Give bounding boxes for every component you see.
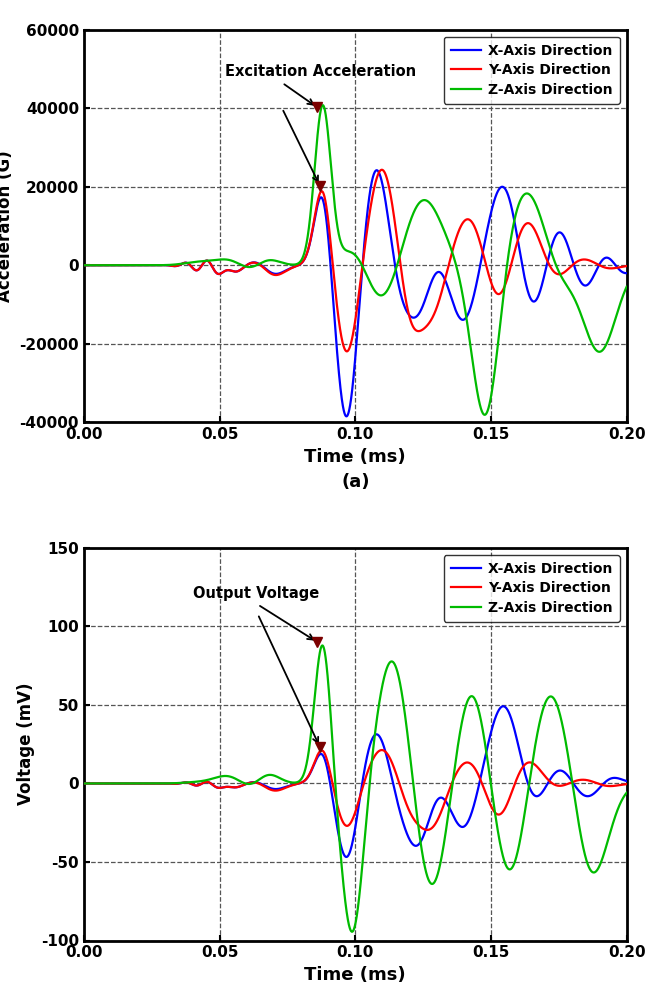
Z-Axis Direction — [485, 765, 493, 777]
X-Axis Direction — [80, 777, 88, 789]
Y-Axis Direction — [378, 163, 386, 175]
Z-Axis Direction — [179, 777, 187, 789]
Y-Axis Direction — [80, 777, 88, 789]
Y-Axis Direction — [526, 756, 534, 768]
Z-Axis Direction — [623, 787, 630, 799]
Line: Z-Axis Direction: Z-Axis Direction — [84, 105, 627, 415]
Z-Axis Direction — [526, 189, 534, 201]
X-Axis Direction — [433, 795, 441, 807]
Y-Axis Direction — [433, 815, 441, 827]
Z-Axis Direction — [406, 218, 413, 230]
Y-Axis Direction — [179, 777, 187, 789]
X-Axis Direction — [499, 700, 507, 712]
Text: (a): (a) — [341, 473, 370, 491]
Z-Axis Direction — [179, 257, 187, 269]
Y-Axis Direction — [179, 257, 187, 269]
Y-Axis Direction — [623, 260, 630, 272]
X-Axis Direction — [179, 777, 187, 789]
Z-Axis Direction — [287, 776, 295, 788]
Y-axis label: Acceleration (G): Acceleration (G) — [0, 150, 14, 302]
Y-Axis Direction — [433, 301, 441, 313]
Z-Axis Direction — [526, 770, 534, 782]
Legend: X-Axis Direction, Y-Axis Direction, Z-Axis Direction: X-Axis Direction, Y-Axis Direction, Z-Ax… — [444, 37, 620, 104]
Y-Axis Direction — [378, 744, 386, 756]
X-Axis Direction — [526, 292, 534, 304]
Line: X-Axis Direction: X-Axis Direction — [84, 706, 627, 857]
Y-Axis Direction — [343, 346, 351, 357]
Y-Axis Direction — [406, 312, 413, 324]
Z-Axis Direction — [348, 926, 356, 938]
Line: X-Axis Direction: X-Axis Direction — [84, 170, 627, 417]
Line: Z-Axis Direction: Z-Axis Direction — [84, 645, 627, 932]
Line: Y-Axis Direction: Y-Axis Direction — [84, 169, 627, 351]
Text: Excitation Acceleration: Excitation Acceleration — [225, 63, 416, 79]
Y-Axis Direction — [526, 218, 534, 230]
X-Axis Direction — [623, 775, 630, 787]
X-Axis Direction — [179, 257, 187, 269]
X-Axis Direction — [485, 215, 493, 227]
Z-Axis Direction — [80, 259, 88, 271]
Z-Axis Direction — [485, 400, 493, 412]
Z-Axis Direction — [318, 640, 326, 651]
Y-axis label: Voltage (mV): Voltage (mV) — [17, 683, 36, 806]
Y-Axis Direction — [485, 270, 493, 282]
Z-Axis Direction — [623, 281, 630, 293]
Text: Output Voltage: Output Voltage — [193, 586, 318, 601]
X-Axis Direction — [526, 783, 534, 795]
X-axis label: Time (ms): Time (ms) — [304, 966, 406, 984]
X-Axis Direction — [485, 735, 493, 746]
Y-Axis Direction — [406, 806, 413, 818]
Y-Axis Direction — [423, 824, 431, 836]
X-Axis Direction — [623, 267, 630, 279]
Z-Axis Direction — [287, 258, 295, 270]
X-Axis Direction — [342, 411, 350, 423]
Y-Axis Direction — [623, 778, 630, 790]
X-Axis Direction — [406, 834, 413, 845]
Z-Axis Direction — [406, 746, 413, 758]
X-Axis Direction — [342, 851, 350, 863]
X-Axis Direction — [433, 266, 441, 278]
Z-Axis Direction — [481, 409, 488, 421]
X-axis label: Time (ms): Time (ms) — [304, 447, 406, 465]
Y-Axis Direction — [287, 262, 295, 274]
Z-Axis Direction — [433, 209, 441, 221]
Z-Axis Direction — [433, 870, 441, 882]
Z-Axis Direction — [319, 99, 327, 111]
X-Axis Direction — [80, 259, 88, 271]
Legend: X-Axis Direction, Y-Axis Direction, Z-Axis Direction: X-Axis Direction, Y-Axis Direction, Z-Ax… — [444, 554, 620, 622]
Y-Axis Direction — [287, 780, 295, 792]
Y-Axis Direction — [80, 259, 88, 271]
Z-Axis Direction — [80, 777, 88, 789]
X-Axis Direction — [406, 310, 413, 322]
X-Axis Direction — [287, 262, 295, 274]
X-Axis Direction — [287, 779, 295, 791]
Line: Y-Axis Direction: Y-Axis Direction — [84, 750, 627, 830]
X-Axis Direction — [373, 164, 380, 176]
Y-Axis Direction — [485, 796, 493, 808]
